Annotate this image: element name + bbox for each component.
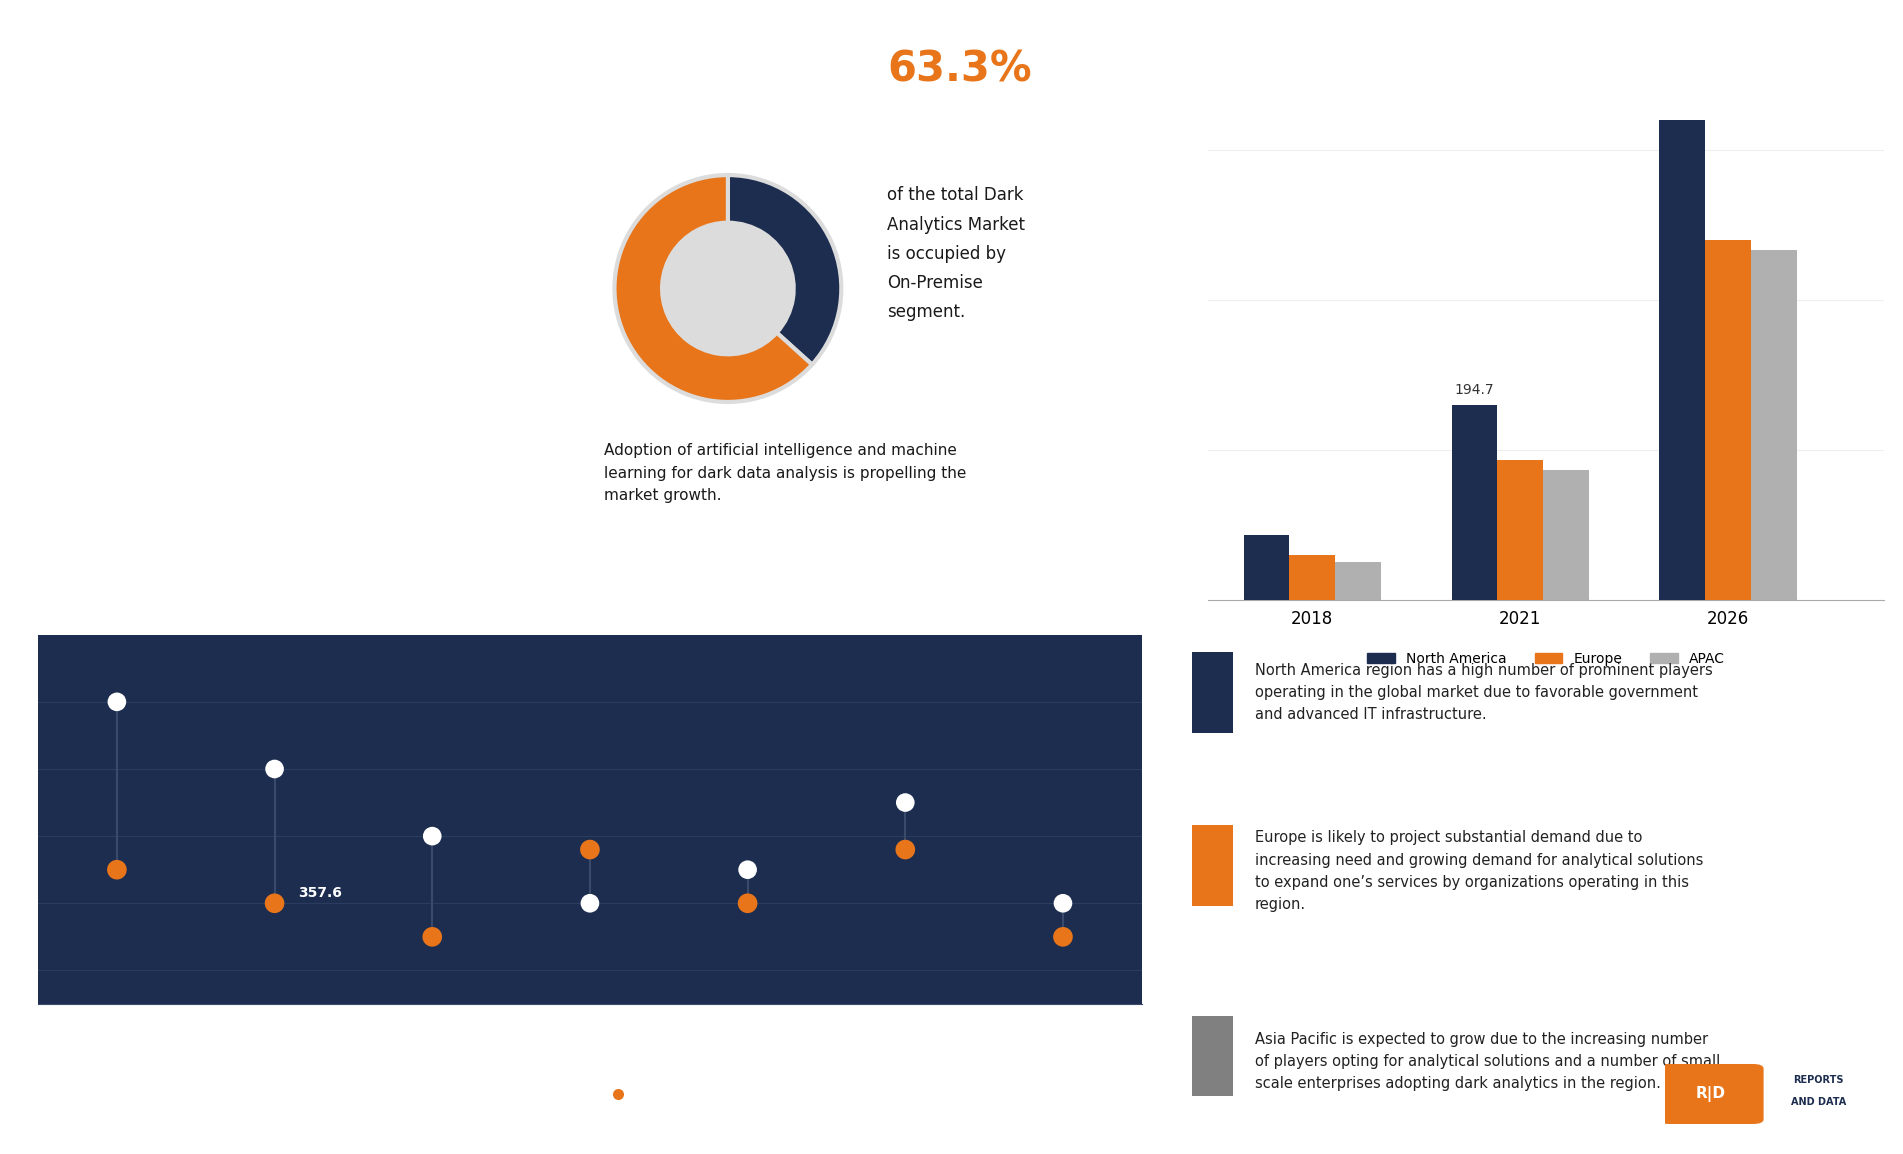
Bar	[1659, 120, 1705, 600]
Bar	[1751, 250, 1796, 600]
Wedge shape	[727, 175, 841, 365]
Point	[733, 894, 763, 913]
Point	[891, 793, 921, 811]
Point	[1049, 894, 1079, 913]
Text: 357.6: 357.6	[299, 886, 343, 900]
Point	[417, 928, 447, 946]
Text: of the total Dark
Analytics Market
is occupied by
On-Premise
segment.: of the total Dark Analytics Market is oc…	[887, 187, 1026, 321]
Bar	[1290, 555, 1336, 600]
FancyBboxPatch shape	[1193, 1016, 1233, 1096]
Bar	[1543, 470, 1589, 600]
Text: Asia Pacific is expected to grow due to the increasing number
of players opting : Asia Pacific is expected to grow due to …	[1254, 1032, 1720, 1092]
Bar	[1705, 240, 1751, 600]
Text: 2019-2026,: 2019-2026,	[57, 66, 169, 84]
Bar	[128, 473, 173, 554]
Text: 63.3%: 63.3%	[887, 48, 1031, 90]
Text: Adoption of artificial intelligence and machine
learning for dark data analysis : Adoption of artificial intelligence and …	[603, 443, 967, 503]
Point	[259, 894, 289, 913]
Text: REPORTS: REPORTS	[1793, 1074, 1844, 1085]
Point	[417, 827, 447, 846]
Text: AND DATA: AND DATA	[1791, 1096, 1846, 1107]
Point	[891, 840, 921, 859]
Circle shape	[662, 223, 794, 354]
FancyBboxPatch shape	[1193, 825, 1233, 906]
Legend: 2017, 2026: 2017, 2026	[497, 1082, 683, 1108]
Text: •  Retail & E-Commerce segment held the largest market share of 28.9% in
    the: • Retail & E-Commerce segment held the l…	[38, 1079, 645, 1144]
Text: R|D: R|D	[1696, 1086, 1726, 1102]
Point	[733, 861, 763, 879]
Text: 194.7: 194.7	[1454, 383, 1494, 397]
Wedge shape	[615, 175, 813, 402]
Bar	[1245, 535, 1290, 600]
Text: at a CAGR of: at a CAGR of	[57, 245, 183, 263]
Bar	[1336, 562, 1382, 600]
Bar	[186, 450, 232, 554]
Legend: North America, Europe, APAC: North America, Europe, APAC	[1363, 646, 1730, 672]
FancyBboxPatch shape	[1193, 652, 1233, 733]
Point	[575, 894, 605, 913]
Text: North America region has a high number of prominent players
operating in the glo: North America region has a high number o…	[1254, 662, 1713, 722]
Point	[1049, 928, 1079, 946]
Bar	[1498, 460, 1543, 600]
Point	[101, 692, 131, 711]
Text: Europe is likely to project substantial demand due to
increasing need and growin: Europe is likely to project substantial …	[1254, 831, 1703, 912]
FancyBboxPatch shape	[1659, 1064, 1764, 1124]
Point	[101, 861, 131, 879]
Point	[259, 759, 289, 778]
Bar	[244, 427, 289, 554]
Text: ACCELERATE: ACCELERATE	[57, 174, 295, 207]
Text: the market will: the market will	[57, 112, 204, 130]
Bar	[70, 496, 116, 554]
Bar	[1452, 405, 1498, 600]
Text: 24.9%: 24.9%	[57, 300, 183, 335]
Point	[575, 840, 605, 859]
